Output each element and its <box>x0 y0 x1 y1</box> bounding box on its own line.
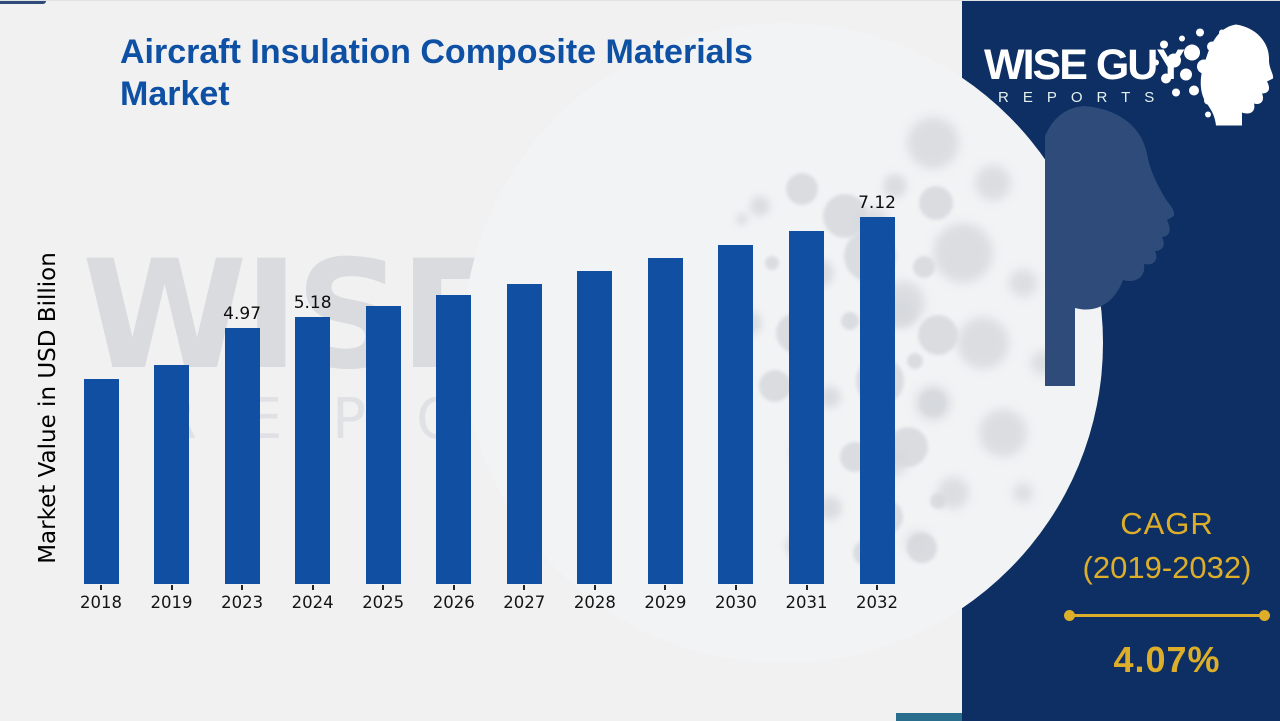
x-tick-label-2023: 2023 <box>221 593 264 612</box>
bar-2025 <box>365 306 401 584</box>
bar-value-label-2024: 5.18 <box>293 293 332 313</box>
decorative-circle-dot <box>957 317 1009 369</box>
x-axis-tick <box>523 585 526 590</box>
x-tick-label-2025: 2025 <box>362 593 405 612</box>
x-tick-label-2027: 2027 <box>503 593 546 612</box>
page-title: Aircraft Insulation Composite Materials … <box>120 33 753 113</box>
x-axis-tick <box>241 585 244 590</box>
cagr-label: CAGR <box>1120 506 1214 541</box>
x-axis-tick <box>805 585 808 590</box>
decorative-circle-dot <box>933 223 993 283</box>
bar-value-label-2023: 4.97 <box>223 304 262 324</box>
logo-head-icon <box>1153 24 1274 126</box>
cagr-range: (2019-2032) <box>1082 550 1252 585</box>
brand-logo: WISE GUY REPORTS <box>962 1 1280 141</box>
x-axis-tick <box>382 585 385 590</box>
x-tick-label-2028: 2028 <box>573 593 616 612</box>
x-axis-tick <box>876 585 879 590</box>
x-tick-label-2029: 2029 <box>644 593 687 612</box>
bar-2018 <box>83 379 119 584</box>
bar-value-label-2032: 7.12 <box>858 193 896 213</box>
x-axis-tick <box>100 585 102 590</box>
decorative-circle-dot <box>907 117 959 169</box>
cagr-value: 4.07% <box>1113 639 1221 680</box>
bar-2019 <box>154 365 190 584</box>
face-profile-icon <box>1045 106 1175 386</box>
bottom-teal-accent <box>896 713 962 721</box>
x-tick-label-2019: 2019 <box>150 593 193 612</box>
bar-2029 <box>647 258 683 584</box>
x-tick-label-2026: 2026 <box>432 593 475 612</box>
x-axis-tick <box>311 585 314 590</box>
bar-2030 <box>718 245 754 584</box>
bar-2023 <box>224 328 260 584</box>
x-tick-label-2032: 2032 <box>856 593 899 612</box>
cagr-block: CAGR (2019-2032) 4.07% <box>1062 506 1272 681</box>
logo-reports-label: REPORTS <box>998 89 1169 106</box>
x-axis-tick <box>593 585 596 590</box>
bar-2024 <box>295 317 331 584</box>
x-axis-tick <box>452 585 455 590</box>
logo-wordmark: WISE GUY <box>984 41 1185 89</box>
decorative-circle-dot <box>1009 269 1037 297</box>
x-tick-label-2018: 2018 <box>80 593 122 612</box>
x-tick-label-2024: 2024 <box>291 593 334 612</box>
bar-2028 <box>577 271 613 584</box>
decorative-circle-dot <box>979 409 1027 457</box>
x-tick-label-2030: 2030 <box>714 593 757 612</box>
bar-2026 <box>436 295 472 584</box>
decorative-circle-dot <box>1013 483 1033 503</box>
x-tick-label-2031: 2031 <box>785 593 828 612</box>
x-axis-tick <box>664 585 667 590</box>
decorative-circle-dot <box>975 165 1011 201</box>
cagr-underline <box>1064 610 1270 621</box>
bar-2031 <box>789 231 824 584</box>
bar-2032 <box>859 217 895 584</box>
x-axis-tick <box>734 585 737 590</box>
bar-2027 <box>506 284 542 584</box>
x-axis-tick <box>170 585 173 590</box>
corner-accent <box>0 1 46 4</box>
